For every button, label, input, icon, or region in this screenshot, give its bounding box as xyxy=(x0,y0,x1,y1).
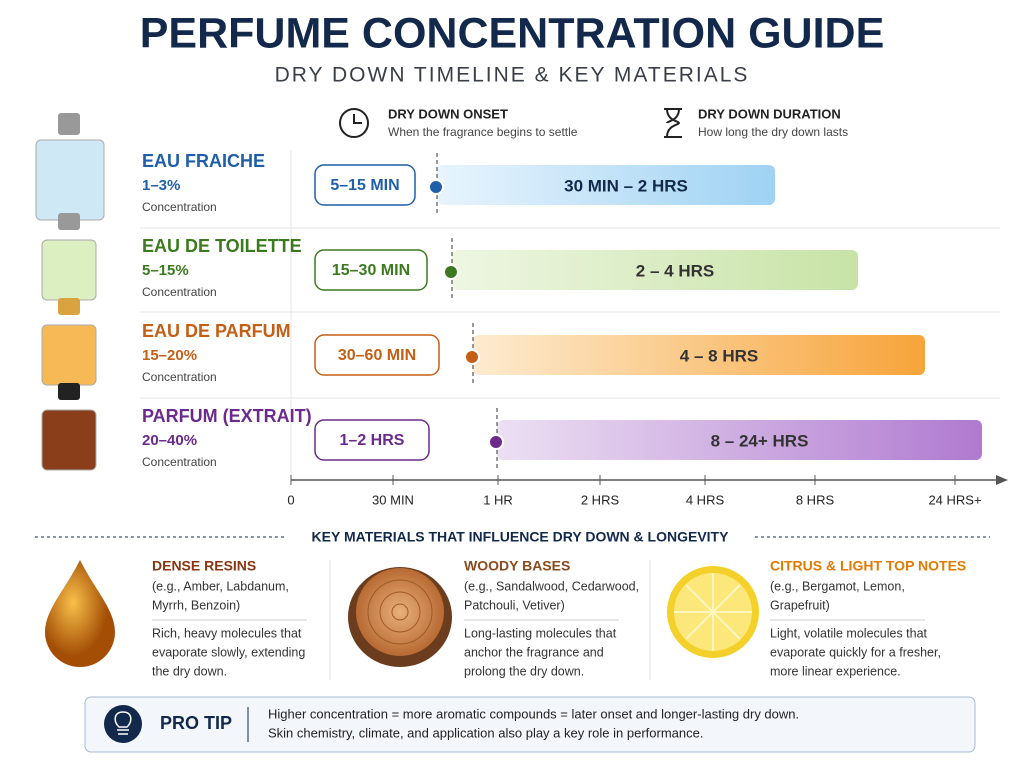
row-range: 5–15% xyxy=(142,262,189,279)
axis-label: 8 HRS xyxy=(796,492,835,507)
material-desc: anchor the fragrance and xyxy=(464,645,604,659)
row-name: EAU FRAICHE xyxy=(142,151,265,171)
legend-desc: When the fragrance begins to settle xyxy=(388,125,578,139)
duration-bar xyxy=(452,250,858,290)
material-name: WOODY BASES xyxy=(464,558,570,574)
legend-desc: How long the dry down lasts xyxy=(698,125,848,139)
duration-bar xyxy=(473,335,925,375)
material-desc: evaporate slowly, extending xyxy=(152,645,305,659)
legend-title: DRY DOWN ONSET xyxy=(388,106,508,121)
onset-box xyxy=(314,164,416,206)
material-desc: Long-lasting molecules that xyxy=(464,626,617,640)
grid xyxy=(140,150,1000,478)
row-name: EAU DE PARFUM xyxy=(142,321,291,341)
bottle xyxy=(41,409,97,471)
axis-label: 2 HRS xyxy=(581,492,620,507)
material-name: CITRUS & LIGHT TOP NOTES xyxy=(770,558,966,574)
onset-box xyxy=(314,334,440,376)
material-desc: the dry down. xyxy=(152,664,227,678)
duration-bar xyxy=(437,165,775,205)
tip-line: Skin chemistry, climate, and application… xyxy=(268,725,703,740)
subtitle: DRY DOWN TIMELINE & KEY MATERIALS xyxy=(275,64,750,87)
legend-title: DRY DOWN DURATION xyxy=(698,106,841,121)
material-desc: prolong the dry down. xyxy=(464,664,584,678)
bottle-cap xyxy=(58,113,80,135)
duration-bar xyxy=(497,420,982,460)
bottle-cap xyxy=(58,298,80,315)
onset-text: 1–2 HRS xyxy=(340,432,405,449)
lemon-icon xyxy=(667,566,759,658)
material-examples: Patchouli, Vetiver) xyxy=(464,598,565,612)
axis-arrow xyxy=(996,475,1008,485)
onset-dot xyxy=(464,349,480,365)
row-name: PARFUM (EXTRAIT) xyxy=(142,406,312,426)
duration-text: 8 – 24+ HRS xyxy=(711,431,809,450)
axis-label: 30 MIN xyxy=(372,492,414,507)
onset-dot xyxy=(488,434,504,450)
bulb xyxy=(114,711,132,735)
resin-icon xyxy=(45,560,115,667)
duration-text: 30 MIN – 2 HRS xyxy=(564,176,688,195)
material-name: DENSE RESINS xyxy=(152,558,256,574)
materials-title: KEY MATERIALS THAT INFLUENCE DRY DOWN & … xyxy=(312,529,730,545)
tip-line: Higher concentration = more aromatic com… xyxy=(268,706,799,721)
material-examples: Myrrh, Benzoin) xyxy=(152,598,240,612)
row-range: 15–20% xyxy=(142,347,197,364)
axis-label: 24 HRS+ xyxy=(928,492,981,507)
onset-text: 30–60 MIN xyxy=(338,347,416,364)
row-label: Concentration xyxy=(142,370,217,384)
bulb-icon xyxy=(104,705,142,743)
row-range: 1–3% xyxy=(142,177,180,194)
duration-text: 2 – 4 HRS xyxy=(636,261,714,280)
axis-label: 4 HRS xyxy=(686,492,725,507)
material-examples: (e.g., Sandalwood, Cedarwood, xyxy=(464,579,639,593)
row-label: Concentration xyxy=(142,455,217,469)
material-examples: (e.g., Amber, Labdanum, xyxy=(152,579,289,593)
wood-icon xyxy=(348,567,452,667)
axis-label: 0 xyxy=(287,492,294,507)
onset-dot xyxy=(428,179,444,195)
bottle xyxy=(41,324,97,386)
onset-text: 5–15 MIN xyxy=(330,177,399,194)
clock-icon xyxy=(339,108,369,138)
material-desc: Light, volatile molecules that xyxy=(770,626,928,640)
bottle xyxy=(41,239,97,301)
tip-label: PRO TIP xyxy=(160,713,232,733)
onset-box xyxy=(314,249,428,291)
row-name: EAU DE TOILETTE xyxy=(142,236,302,256)
row-range: 20–40% xyxy=(142,432,197,449)
material-desc: Rich, heavy molecules that xyxy=(152,626,302,640)
bottle xyxy=(35,139,105,221)
duration-text: 4 – 8 HRS xyxy=(680,346,758,365)
onset-dot xyxy=(443,264,459,280)
onset-box xyxy=(314,419,430,461)
hourglass-icon xyxy=(664,108,682,138)
tip-box xyxy=(84,696,976,753)
material-desc: more linear experience. xyxy=(770,664,901,678)
row-label: Concentration xyxy=(142,200,217,214)
axis-label: 1 HR xyxy=(483,492,513,507)
material-examples: (e.g., Bergamot, Lemon, xyxy=(770,579,905,593)
material-desc: evaporate quickly for a fresher, xyxy=(770,645,941,659)
onset-text: 15–30 MIN xyxy=(332,262,410,279)
bottle-cap xyxy=(58,213,80,230)
bottle-cap xyxy=(58,383,80,400)
row-label: Concentration xyxy=(142,285,217,299)
material-examples: Grapefruit) xyxy=(770,598,830,612)
title: PERFUME CONCENTRATION GUIDE xyxy=(140,9,885,57)
